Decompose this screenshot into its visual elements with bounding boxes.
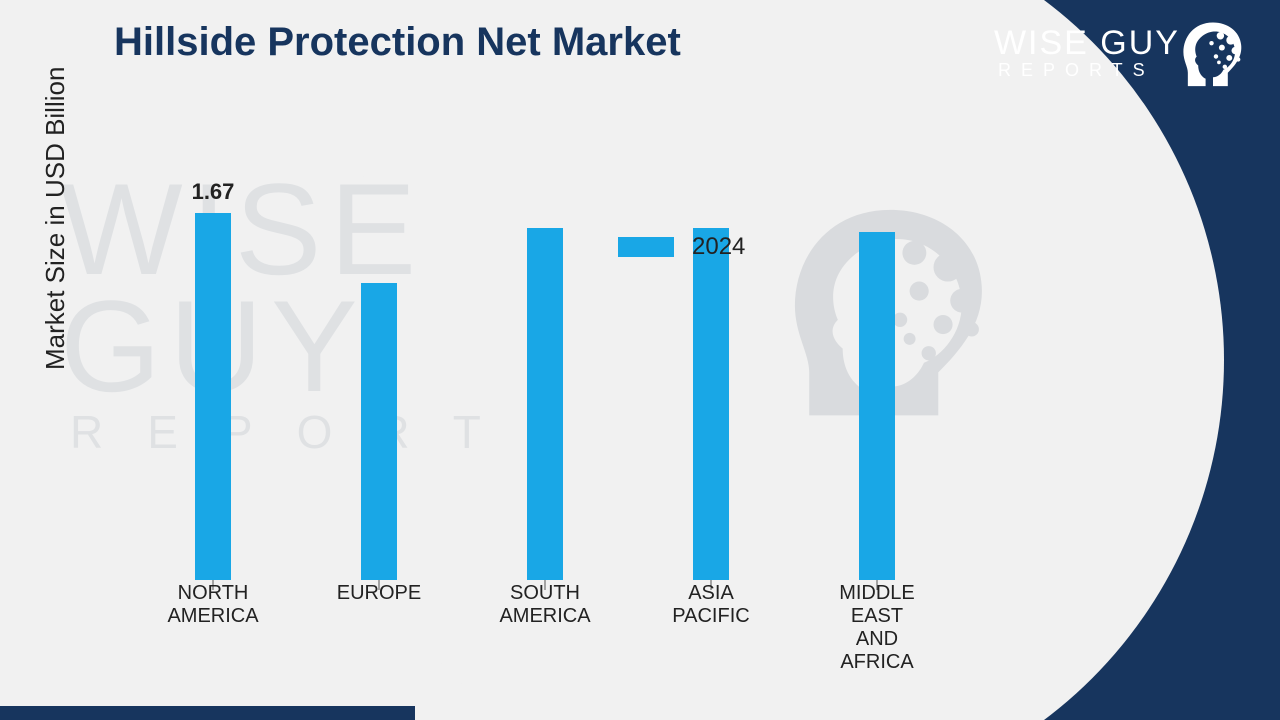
logo-line1: WISE GUY [994, 26, 1180, 60]
x-axis: NORTH AMERICAEUROPESOUTH AMERICAASIA PAC… [130, 582, 960, 674]
y-axis-label: Market Size in USD Billion [40, 67, 71, 370]
logo-line2: REPORTS [998, 60, 1180, 82]
bar [527, 228, 563, 580]
bar-slot: 1.67 [133, 140, 293, 580]
bar [361, 283, 397, 580]
bar-slot [465, 140, 625, 580]
legend-label: 2024 [692, 233, 745, 261]
logo-head-icon [1176, 18, 1250, 92]
bar [693, 228, 729, 580]
bar-slot [631, 140, 791, 580]
x-axis-label: NORTH AMERICA [133, 582, 293, 674]
chart-title: Hillside Protection Net Market [114, 20, 681, 65]
x-axis-label: SOUTH AMERICA [465, 582, 625, 674]
bar [859, 232, 895, 580]
wiseguy-logo: WISE GUY REPORTS [994, 22, 1250, 82]
bar-slot [797, 140, 957, 580]
legend: 2024 [618, 233, 745, 261]
legend-swatch [618, 237, 674, 257]
x-axis-label: MIDDLE EAST AND AFRICA [797, 582, 957, 674]
bar [195, 213, 231, 580]
bar-value-label: 1.67 [133, 179, 293, 205]
bar-slot [299, 140, 459, 580]
x-axis-label: ASIA PACIFIC [631, 582, 791, 674]
bar-chart: 1.67 [130, 140, 960, 580]
footer-accent-bar [0, 706, 415, 720]
x-axis-label: EUROPE [299, 582, 459, 674]
